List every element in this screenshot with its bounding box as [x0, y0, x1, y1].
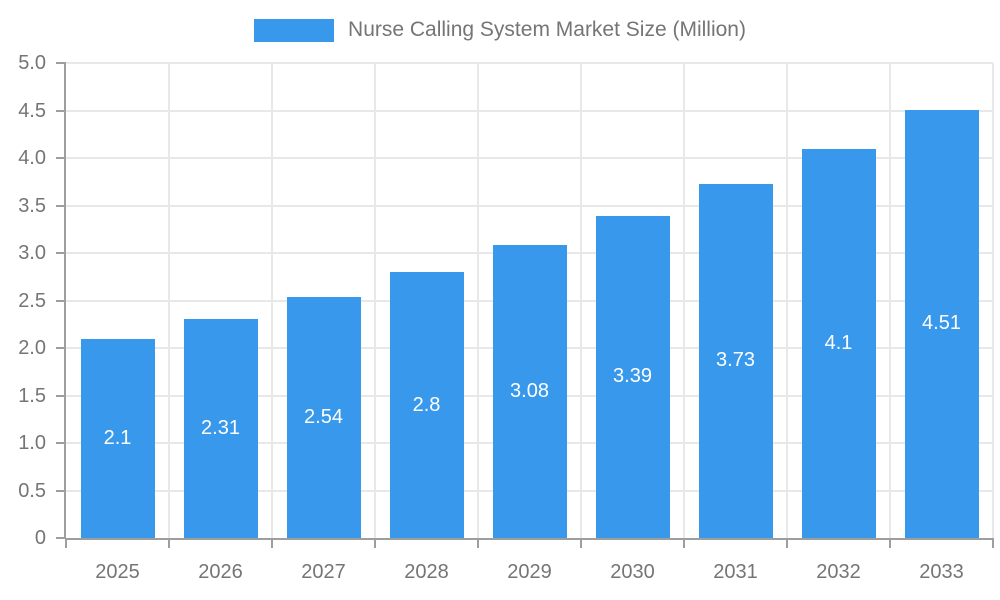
y-gridline [66, 157, 993, 159]
y-tick [56, 394, 66, 397]
x-tick [168, 538, 170, 548]
y-gridline [66, 204, 993, 207]
bar-2030[interactable]: 3.39 [595, 215, 670, 538]
x-tick [271, 538, 273, 548]
bar-2032[interactable]: 4.1 [801, 148, 876, 538]
y-tick [56, 347, 66, 349]
y-axis-label: 3.0 [18, 242, 46, 264]
x-axis-label: 2026 [198, 561, 243, 583]
bar-value-label: 4.51 [922, 312, 961, 335]
bar-value-label: 3.39 [613, 365, 652, 388]
legend-swatch [254, 18, 335, 42]
bar-value-label: 4.1 [824, 331, 853, 354]
x-axis-label: 2027 [301, 561, 346, 583]
x-gridline [580, 63, 582, 538]
y-axis-label: 2.0 [18, 337, 46, 359]
y-gridline [66, 109, 993, 112]
bar-2025[interactable]: 2.1 [80, 338, 155, 538]
y-gridline [66, 62, 993, 64]
x-tick [477, 538, 479, 548]
x-gridline [477, 63, 479, 538]
x-gridline [168, 63, 170, 538]
x-tick [889, 538, 891, 548]
x-tick [65, 538, 67, 548]
bar-2033[interactable]: 4.51 [904, 109, 979, 538]
y-axis-label: 0.5 [18, 479, 46, 502]
y-axis-label: 5.0 [18, 52, 46, 74]
y-tick [56, 252, 66, 254]
y-tick [56, 204, 66, 207]
y-axis-label: 1.5 [18, 384, 46, 407]
bar-value-label: 3.73 [716, 349, 755, 372]
y-tick [56, 299, 66, 302]
x-tick [683, 538, 685, 548]
bar-value-label: 2.1 [103, 426, 132, 449]
x-tick [580, 538, 582, 548]
bar-2029[interactable]: 3.08 [492, 245, 567, 538]
y-axis-label: 4.5 [18, 99, 46, 122]
x-axis-label: 2031 [713, 561, 758, 583]
y-axis-label: 3.5 [18, 194, 46, 217]
y-axis-label: 4.0 [18, 147, 46, 169]
x-gridline [786, 63, 788, 538]
bar-2027[interactable]: 2.54 [286, 296, 361, 538]
bar-2028[interactable]: 2.8 [389, 272, 464, 538]
y-tick [56, 109, 66, 112]
x-tick [992, 538, 994, 548]
x-gridline [271, 63, 273, 538]
legend-label: Nurse Calling System Market Size (Millio… [348, 18, 746, 41]
y-tick [56, 442, 66, 444]
x-axis-line [66, 538, 993, 540]
x-axis-label: 2028 [404, 561, 449, 583]
y-tick [56, 62, 66, 64]
bar-value-label: 3.08 [510, 380, 549, 403]
bar-2031[interactable]: 3.73 [698, 183, 773, 538]
x-gridline [889, 63, 891, 538]
x-gridline [683, 63, 685, 538]
y-axis-label: 0 [34, 527, 46, 549]
y-tick [56, 157, 66, 159]
y-axis-label: 2.5 [18, 289, 46, 312]
x-axis-label: 2033 [919, 561, 964, 583]
bar-value-label: 2.31 [201, 416, 240, 439]
bar-2026[interactable]: 2.31 [183, 318, 258, 538]
x-axis-label: 2025 [95, 561, 140, 583]
x-axis-label: 2029 [507, 561, 552, 583]
y-tick [56, 489, 66, 492]
y-tick [56, 537, 66, 539]
bar-value-label: 2.54 [304, 405, 343, 428]
x-axis-label: 2032 [816, 561, 861, 583]
bar-value-label: 2.8 [412, 393, 441, 416]
x-axis-label: 2030 [610, 561, 655, 583]
x-gridline [992, 63, 994, 538]
y-axis-label: 1.0 [18, 432, 46, 454]
chart-legend[interactable]: Nurse Calling System Market Size (Millio… [0, 18, 1000, 42]
x-tick [786, 538, 788, 548]
x-gridline [374, 63, 376, 538]
x-tick [374, 538, 376, 548]
